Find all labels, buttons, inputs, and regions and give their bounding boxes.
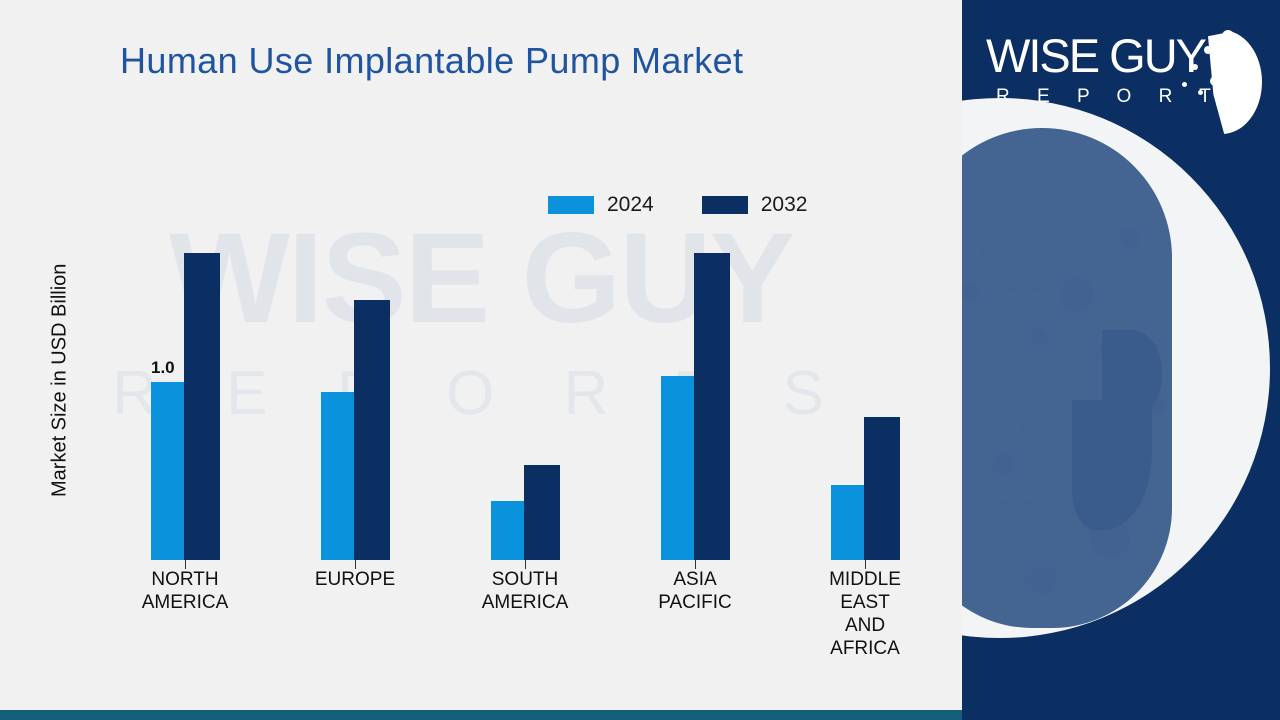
bottom-accent-strip — [0, 710, 962, 720]
category-label-line: PACIFIC — [658, 592, 732, 613]
category-label-line: MIDDLE — [829, 569, 901, 590]
bar-2032[interactable] — [524, 465, 560, 560]
bar-group: 1.0 — [151, 230, 220, 560]
bar-2024[interactable] — [491, 501, 524, 560]
bar-2024[interactable] — [321, 392, 354, 560]
page-title: Human Use Implantable Pump Market — [120, 40, 744, 81]
x-axis-category-label: ASIA PACIFIC — [615, 568, 775, 614]
category-label-line: ASIA — [673, 569, 717, 590]
category-label-line: AMERICA — [141, 592, 229, 613]
bar-group — [491, 230, 560, 560]
bar-2024[interactable] — [661, 376, 694, 560]
category-label-line: AMERICA — [481, 592, 569, 613]
bar-2024[interactable] — [151, 381, 184, 560]
category-label-line: AFRICA — [830, 638, 900, 659]
x-axis-category-label: MIDDLE EAST AND AFRICA — [785, 568, 945, 660]
logo-wordmark: WISE GUY — [986, 29, 1207, 82]
category-label-line: EUROPE — [314, 569, 396, 590]
bar-value-label: 1.0 — [151, 357, 175, 377]
x-axis-tick — [355, 560, 356, 569]
x-axis-tick — [525, 560, 526, 569]
bar-2032[interactable] — [864, 417, 900, 560]
brand-panel: WISE GUY R E P O R T S — [962, 0, 1280, 720]
plot-area: 1.0 NORTH AMERICA EUROPE SOUTH AMERICA ASIA PAC… — [100, 230, 930, 659]
bar-2032[interactable] — [354, 299, 390, 560]
category-label-line: AND — [844, 615, 886, 636]
chart-legend: 2024 2032 — [548, 193, 807, 217]
category-label-line: EAST — [840, 592, 890, 613]
legend-swatch-2032 — [701, 196, 748, 214]
bar-2032[interactable] — [184, 253, 220, 560]
legend-label-2032: 2032 — [760, 193, 808, 216]
legend-label-2024: 2024 — [607, 193, 654, 216]
x-axis-category-label: EUROPE — [275, 568, 435, 591]
bar-2024[interactable] — [831, 485, 864, 560]
x-axis-category-label: SOUTH AMERICA — [445, 568, 605, 614]
bar-group — [831, 230, 900, 560]
x-axis-tick — [865, 560, 866, 569]
bar-group — [321, 230, 390, 560]
x-axis-tick — [185, 560, 186, 569]
legend-item-2032[interactable]: 2032 — [701, 193, 808, 217]
x-axis-tick — [695, 560, 696, 569]
x-axis-category-label: NORTH AMERICA — [105, 568, 265, 614]
logo-dot-cluster-icon — [1152, 24, 1270, 134]
legend-item-2024[interactable]: 2024 — [548, 193, 654, 217]
bar-2032[interactable] — [694, 253, 730, 560]
y-axis-label: Market Size in USD Billion — [48, 263, 71, 497]
bar-chart: Market Size in USD Billion 2024 2032 1.0… — [48, 193, 930, 659]
legend-swatch-2024 — [548, 196, 594, 214]
logo-subtitle: R E P O R T S — [996, 86, 1262, 107]
bar-group — [661, 230, 730, 560]
wiseguy-logo[interactable]: WISE GUY R E P O R T S — [984, 28, 1264, 134]
category-label-line: SOUTH — [491, 569, 559, 590]
category-label-line: NORTH — [151, 569, 219, 590]
